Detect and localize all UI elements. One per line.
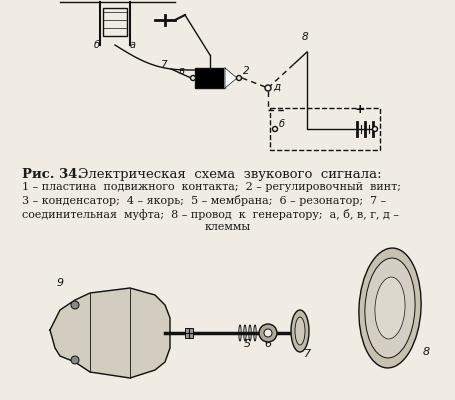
Bar [185, 328, 192, 338]
Text: а: а [130, 40, 136, 50]
Text: б: б [278, 119, 284, 129]
Text: 3 – конденсатор;  4 – якорь;  5 – мембрана;  6 – резонатор;  7 –: 3 – конденсатор; 4 – якорь; 5 – мембрана… [22, 196, 385, 206]
Bar [269, 108, 379, 150]
Text: 8: 8 [301, 32, 308, 42]
Text: д: д [273, 82, 279, 92]
Ellipse shape [364, 258, 414, 358]
Text: 5: 5 [243, 339, 251, 349]
Text: 8: 8 [422, 347, 429, 357]
Text: Электрическая  схема  звукового  сигнала:: Электрическая схема звукового сигнала: [74, 168, 381, 181]
Circle shape [264, 85, 270, 91]
Text: 7: 7 [160, 60, 166, 70]
Text: Рис. 34.: Рис. 34. [22, 168, 82, 181]
Text: 2: 2 [243, 66, 249, 76]
Text: 1 – пластина  подвижного  контакта;  2 – регулировочный  винт;: 1 – пластина подвижного контакта; 2 – ре… [22, 182, 400, 192]
Text: в: в [179, 66, 185, 76]
Text: соединительная  муфта;  8 – провод  к  генератору;  а, б, в, г, д –: соединительная муфта; 8 – провод к генер… [22, 209, 398, 220]
Circle shape [272, 126, 277, 132]
Circle shape [258, 324, 276, 342]
Bar [103, 8, 127, 36]
Text: 6: 6 [263, 339, 271, 349]
Ellipse shape [374, 277, 404, 339]
Circle shape [236, 76, 241, 80]
Polygon shape [224, 68, 237, 88]
Circle shape [190, 76, 195, 80]
Ellipse shape [290, 310, 308, 352]
Text: 7: 7 [303, 349, 310, 359]
Text: +: + [354, 103, 365, 116]
Circle shape [372, 126, 377, 132]
Ellipse shape [294, 317, 304, 345]
Bar [195, 68, 224, 88]
Ellipse shape [358, 248, 420, 368]
Text: клеммы: клеммы [204, 222, 251, 232]
Circle shape [263, 329, 271, 337]
Text: 9: 9 [57, 278, 64, 288]
Text: б: б [94, 40, 100, 50]
Circle shape [71, 356, 79, 364]
Circle shape [71, 301, 79, 309]
Polygon shape [50, 288, 170, 378]
